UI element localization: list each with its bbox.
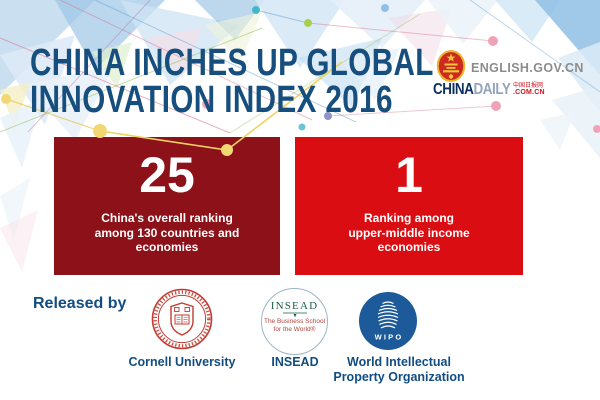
- wipo-caption-line2: Property Organization: [333, 370, 465, 384]
- stat-value: 25: [139, 147, 195, 203]
- stat-caption-line: among 130 countries and: [94, 225, 240, 240]
- released-by-label: Released by: [33, 295, 127, 312]
- chinadaily-wordmark-daily: DAILY: [473, 81, 511, 98]
- chinadaily-wordmark: CHINADAILY: [433, 81, 511, 99]
- wipo-caption-line1: World Intellectual: [347, 355, 451, 369]
- gov-site-label: ENGLISH.GOV.CN: [471, 61, 584, 75]
- stat-caption: China's overall ranking among 130 countr…: [54, 211, 280, 255]
- stat-caption-line: economies: [135, 240, 199, 254]
- stat-card-overall-ranking: 25 China's overall ranking among 130 cou…: [54, 137, 280, 275]
- insead-logo: INSEAD The Business School for the World…: [261, 288, 328, 355]
- chinadaily-logo: CHINADAILY 中国日报网 .COM.CN: [433, 81, 545, 99]
- stat-caption-line: Ranking among: [363, 211, 454, 225]
- chinadaily-domain: 中国日报网 .COM.CN: [513, 83, 545, 96]
- chinadaily-cjk-text: 中国日报网: [513, 83, 544, 89]
- chinadaily-wordmark-china: CHINA: [433, 81, 474, 98]
- cornell-caption: Cornell University: [128, 355, 236, 369]
- insead-caption: INSEAD: [271, 355, 319, 369]
- china-national-emblem-icon: [436, 50, 466, 82]
- wipo-caption: World Intellectual Property Organization: [310, 355, 488, 385]
- stat-caption-line: upper-middle income: [348, 225, 470, 240]
- insead-ornament-icon: [282, 312, 307, 318]
- insead-logo-subtext2: for the World®: [273, 325, 316, 333]
- wipo-logo-title: WIPO: [375, 333, 404, 342]
- stat-caption-line: China's overall ranking: [101, 211, 233, 225]
- page-title-line2: INNOVATION INDEX 2016: [30, 79, 393, 122]
- stat-caption-line: economies: [377, 240, 441, 254]
- wipo-globe-lines-icon: [377, 301, 399, 329]
- insead-logo-subtext1: The Business School: [263, 318, 326, 325]
- page-title-line1: CHINA INCHES UP GLOBAL: [30, 42, 434, 85]
- insead-logo-title: INSEAD: [270, 300, 319, 312]
- cornell-seal-icon: [151, 288, 213, 350]
- chinadaily-domain-suffix: .COM.CN: [513, 89, 545, 96]
- stat-value: 1: [395, 147, 423, 203]
- stat-caption: Ranking among upper-middle income econom…: [295, 211, 523, 255]
- wipo-logo: WIPO: [359, 292, 417, 350]
- stat-card-income-group-ranking: 1 Ranking among upper-middle income econ…: [295, 137, 523, 275]
